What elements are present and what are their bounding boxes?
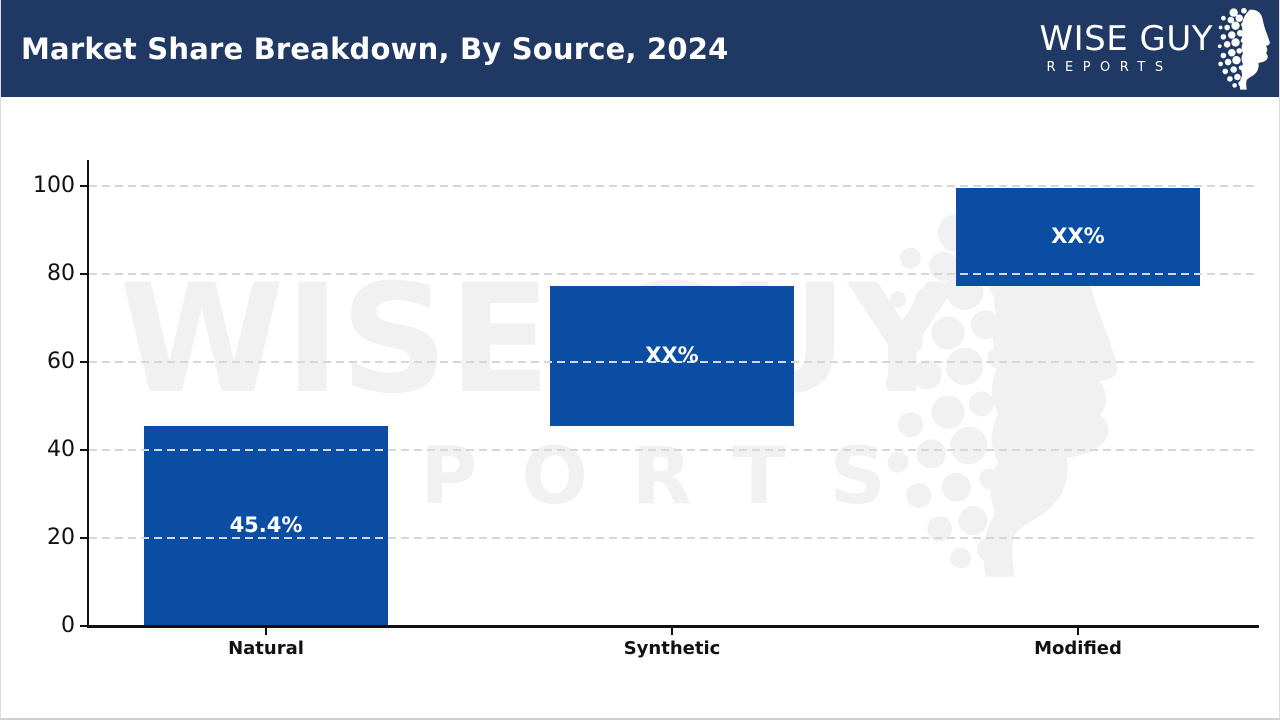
y-axis-line — [86, 160, 89, 628]
y-axis-tick — [80, 272, 88, 275]
bar-natural — [144, 426, 388, 627]
logo-text: WISE GUY REPORTS — [1039, 18, 1213, 76]
gridline — [89, 449, 1259, 452]
y-axis-tick — [80, 625, 88, 628]
gridline — [89, 272, 1259, 275]
gridline — [89, 537, 1259, 540]
y-tick-label: 0 — [61, 613, 75, 639]
y-tick-label: 40 — [47, 437, 75, 463]
y-tick-label: 80 — [47, 260, 75, 286]
logo-name-text: WISE GUY — [1039, 18, 1213, 59]
x-axis-tick — [671, 627, 673, 635]
bar-synthetic — [550, 286, 794, 427]
x-axis-line — [86, 625, 1259, 628]
y-tick-label: 100 — [33, 172, 75, 198]
gridline — [89, 360, 1259, 363]
x-axis-tick — [1077, 627, 1079, 635]
header-bar: Market Share Breakdown, By Source, 2024 … — [1, 0, 1279, 97]
wiseguy-logo: WISE GUY REPORTS — [1039, 7, 1271, 91]
y-axis-tick — [80, 184, 88, 187]
y-tick-label: 20 — [47, 525, 75, 551]
logo-tagline-text: REPORTS — [1046, 60, 1173, 76]
gridline — [89, 184, 1259, 187]
bar-value-label: XX% — [645, 343, 699, 368]
y-axis-tick — [80, 360, 88, 363]
x-category-label: Natural — [228, 638, 304, 659]
chart-title: Market Share Breakdown, By Source, 2024 — [21, 31, 729, 66]
y-axis-tick — [80, 449, 88, 452]
x-category-label: Synthetic — [623, 638, 721, 659]
y-axis-tick — [80, 537, 88, 540]
bar-value-label: 45.4% — [229, 513, 303, 538]
x-axis-tick — [265, 627, 267, 635]
bar-value-label: XX% — [1051, 223, 1105, 248]
y-tick-label: 60 — [47, 348, 75, 374]
x-category-label: Modified — [1034, 638, 1122, 659]
